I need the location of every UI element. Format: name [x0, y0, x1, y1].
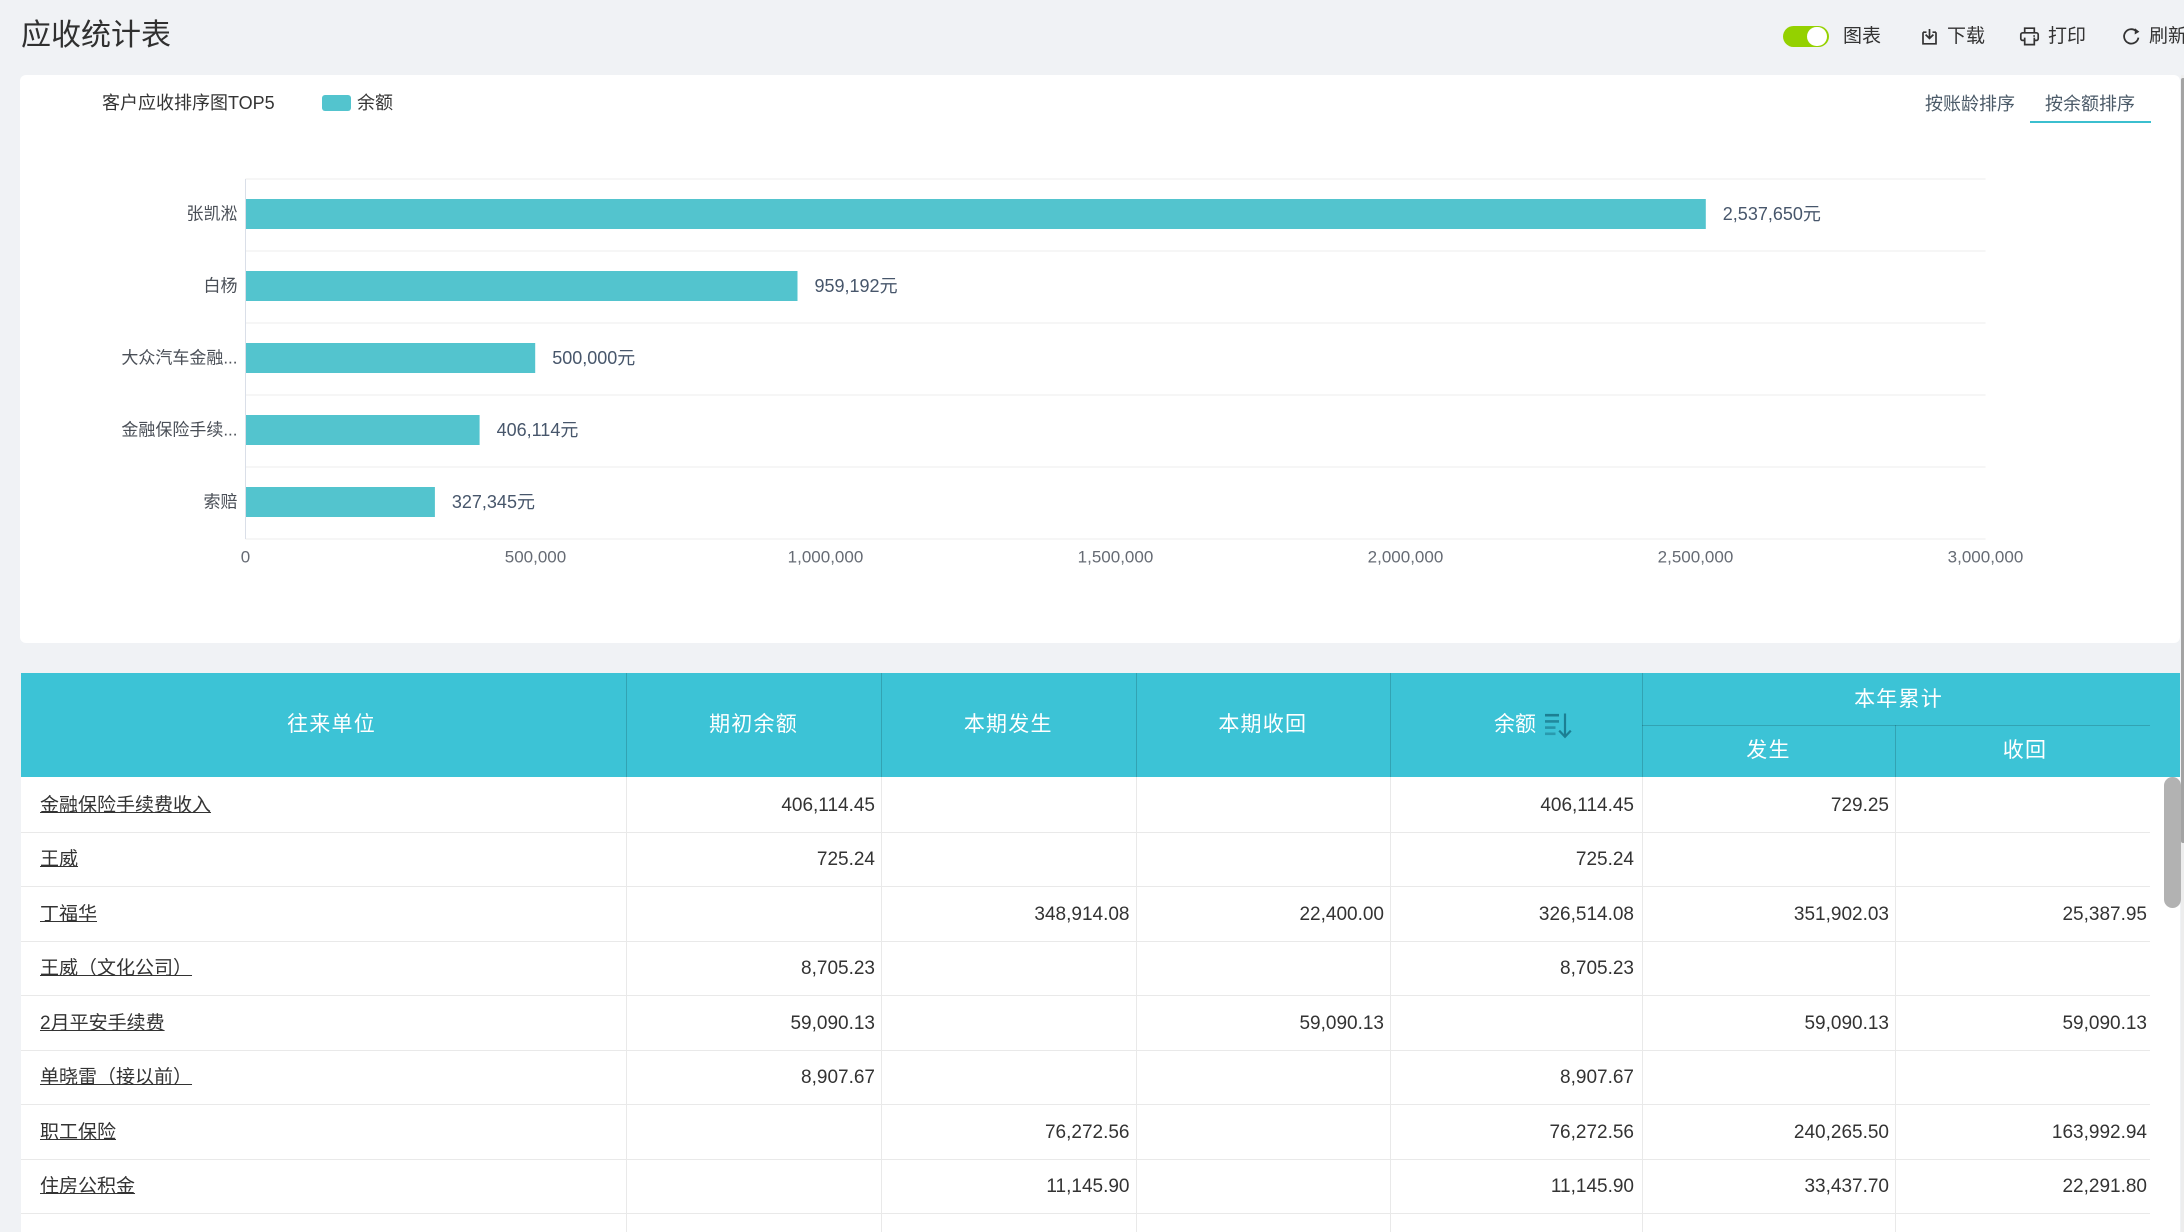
- svg-text:500,000: 500,000: [505, 548, 566, 567]
- svg-text:金融保险手续...: 金融保险手续...: [121, 421, 237, 440]
- svg-text:3,000,000: 3,000,000: [1948, 548, 2024, 567]
- svg-text:327,345元: 327,345元: [452, 492, 535, 512]
- svg-text:1,500,000: 1,500,000: [1078, 548, 1154, 567]
- svg-text:1,000,000: 1,000,000: [788, 548, 864, 567]
- svg-text:500,000元: 500,000元: [552, 348, 635, 368]
- svg-text:白杨: 白杨: [204, 277, 238, 296]
- svg-text:406,114元: 406,114元: [497, 420, 579, 440]
- svg-text:2,537,650元: 2,537,650元: [1723, 204, 1821, 224]
- svg-text:张凯淞: 张凯淞: [187, 205, 238, 224]
- svg-text:2,000,000: 2,000,000: [1368, 548, 1444, 567]
- svg-text:索赔: 索赔: [204, 493, 238, 512]
- svg-text:2,500,000: 2,500,000: [1658, 548, 1734, 567]
- svg-text:0: 0: [241, 548, 250, 567]
- svg-text:大众汽车金融...: 大众汽车金融...: [121, 349, 237, 368]
- svg-text:959,192元: 959,192元: [815, 276, 898, 296]
